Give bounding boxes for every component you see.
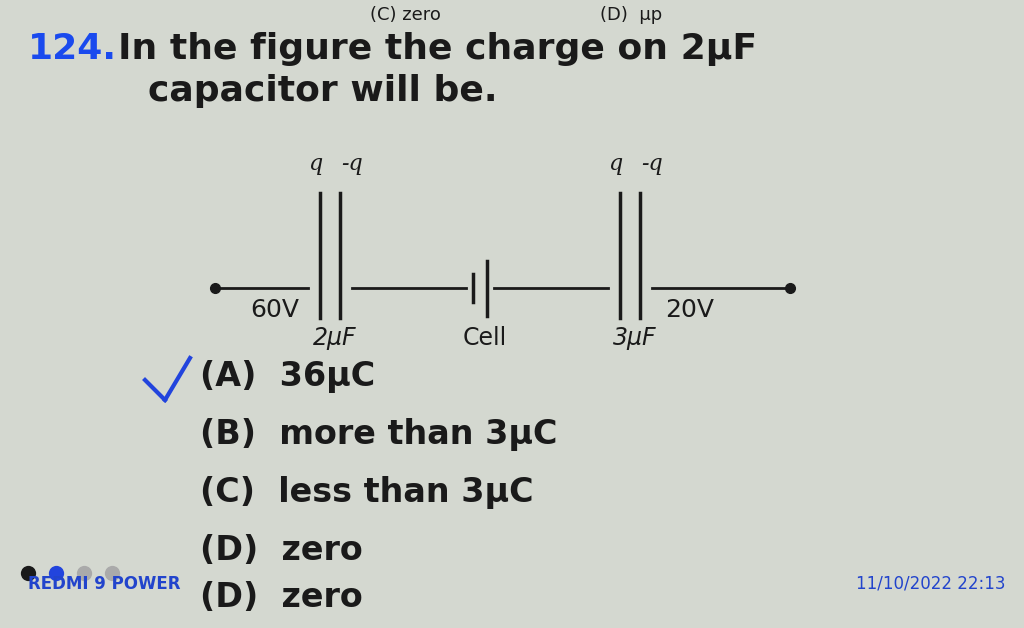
Text: 124.: 124. [28, 32, 117, 66]
Text: -q: -q [341, 153, 362, 175]
Text: REDMI 9 POWER: REDMI 9 POWER [28, 575, 180, 593]
Text: (B)  more than 3μC: (B) more than 3μC [200, 418, 557, 451]
Text: (D)  zero: (D) zero [200, 534, 362, 567]
Text: 60V: 60V [251, 298, 299, 322]
Text: capacitor will be.: capacitor will be. [148, 74, 498, 108]
Text: 11/10/2022 22:13: 11/10/2022 22:13 [855, 575, 1005, 593]
Text: (C)  less than 3μC: (C) less than 3μC [200, 476, 534, 509]
Text: q: q [608, 153, 623, 175]
Text: In the figure the charge on 2μF: In the figure the charge on 2μF [118, 32, 757, 66]
Text: Cell: Cell [463, 326, 507, 350]
Text: (D)  μp: (D) μp [600, 6, 663, 24]
Text: q: q [308, 153, 323, 175]
Text: 20V: 20V [666, 298, 715, 322]
Text: 3μF: 3μF [613, 326, 656, 350]
Text: (A)  36μC: (A) 36μC [200, 360, 375, 393]
Text: 2μF: 2μF [313, 326, 356, 350]
Text: (D)  zero: (D) zero [200, 581, 362, 614]
Text: -q: -q [641, 153, 663, 175]
Text: (C) zero: (C) zero [370, 6, 441, 24]
